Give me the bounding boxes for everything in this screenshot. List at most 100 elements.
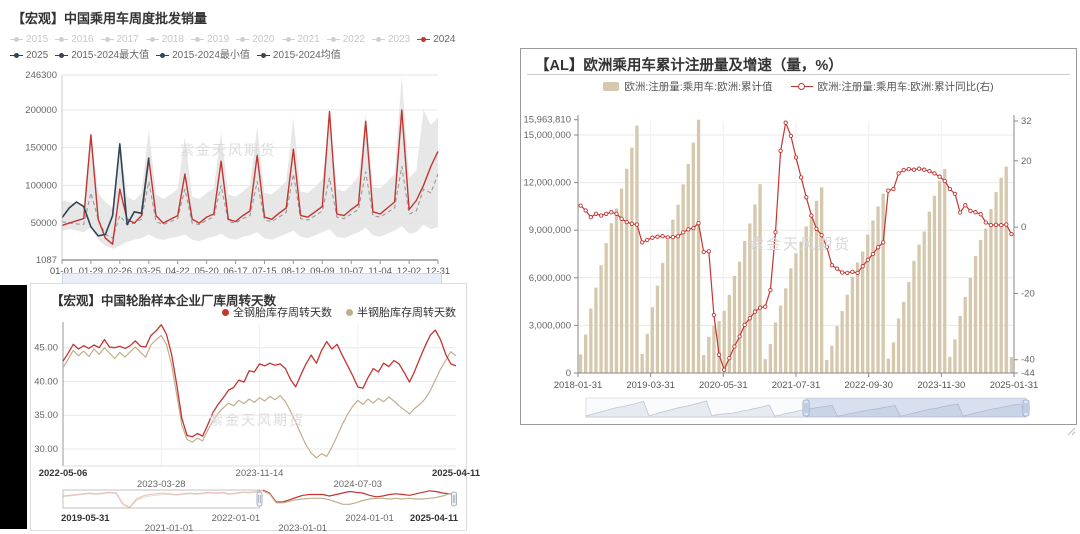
yoy-data-point bbox=[927, 168, 932, 174]
axis-tick-label: 3,000,000 bbox=[529, 320, 571, 331]
legend-item-label: 2023 bbox=[388, 34, 411, 45]
yoy-data-point bbox=[706, 249, 711, 254]
cumulative-registrations-bar bbox=[804, 226, 808, 373]
yoy-data-point bbox=[978, 212, 983, 217]
yoy-data-point bbox=[993, 222, 999, 227]
line-dot-legend-icon bbox=[55, 36, 69, 43]
series-2024-line bbox=[61, 109, 439, 245]
yoy-data-point bbox=[722, 367, 727, 372]
yoy-data-point bbox=[896, 171, 901, 176]
yoy-data-point bbox=[747, 316, 752, 321]
legend-item-label: 2025 bbox=[26, 50, 49, 61]
cumulative-registrations-bar bbox=[820, 187, 824, 373]
axis-tick-label: 2022-09-30 bbox=[844, 380, 893, 391]
yoy-data-point bbox=[639, 240, 645, 245]
axis-tick-label: 12,000,000 bbox=[523, 178, 571, 189]
legend-item[interactable]: 2020 bbox=[236, 32, 275, 47]
axis-tick-label: 9,000,000 bbox=[529, 225, 571, 236]
yoy-data-point bbox=[604, 211, 609, 216]
yoy-data-point bbox=[737, 334, 742, 339]
yoy-data-point bbox=[875, 245, 881, 250]
axis-tick-label: 32 bbox=[1021, 116, 1032, 127]
cumulative-registrations-bar bbox=[732, 275, 737, 373]
cumulative-registrations-bar bbox=[635, 125, 639, 373]
legend-item-label: 2019 bbox=[207, 34, 230, 45]
legend-item[interactable]: 2023 bbox=[372, 32, 410, 47]
cumulative-registrations-bar bbox=[691, 142, 695, 373]
cumulative-registrations-bar bbox=[958, 315, 962, 373]
cumulative-registrations-bar bbox=[645, 333, 649, 373]
legend-item[interactable]: 2016 bbox=[55, 32, 94, 47]
legend-item[interactable]: 2024 bbox=[417, 32, 456, 47]
axis-tick-label: 15,963,810 bbox=[523, 115, 571, 126]
yoy-data-point bbox=[865, 257, 870, 263]
legend-europe: 欧洲:注册量:乘用车:欧洲:累计值 欧洲:注册量:乘用车:欧洲:累计同比(右) bbox=[521, 79, 1076, 94]
resize-handle-icon[interactable] bbox=[1066, 426, 1076, 436]
tire-navigator-slider[interactable]: 2019-05-31 2021-01-01 2022-01-01 2023-01-01… bbox=[31, 488, 468, 534]
legend-item[interactable]: 2018 bbox=[145, 32, 184, 47]
datazoom-handle[interactable] bbox=[802, 399, 810, 417]
line-dot-legend-icon bbox=[10, 52, 23, 59]
axis-tick-label: 100000 bbox=[25, 180, 57, 191]
cumulative-registrations-bar bbox=[737, 261, 742, 373]
yoy-data-point bbox=[681, 230, 686, 235]
legend-item[interactable]: 欧洲:注册量:乘用车:欧洲:累计同比(右) bbox=[790, 79, 994, 94]
axis-tick-label: 35.00 bbox=[34, 410, 58, 421]
cumulative-registrations-bar bbox=[984, 228, 988, 373]
datazoom-handle[interactable] bbox=[1022, 399, 1030, 417]
cumulative-registrations-bar bbox=[717, 321, 721, 373]
legend-item[interactable]: 全钢胎库存周转天数 bbox=[222, 304, 332, 320]
axis-tick-label: 2019-03-31 bbox=[626, 380, 675, 391]
legend-item[interactable]: 2025 bbox=[10, 48, 48, 63]
cumulative-registrations-bar bbox=[681, 184, 685, 373]
europe-datazoom-slider[interactable] bbox=[584, 395, 1030, 421]
yoy-data-point bbox=[999, 222, 1004, 228]
axis-tick-label: 2022-05-06 bbox=[39, 468, 88, 479]
cumulative-registrations-bar bbox=[630, 147, 634, 373]
axis-tick-label: 2020-05-31 bbox=[699, 380, 748, 391]
yoy-data-point bbox=[675, 234, 681, 239]
legend-item[interactable]: 2022 bbox=[326, 32, 365, 47]
cumulative-registrations-bar bbox=[594, 287, 598, 373]
yoy-data-point bbox=[696, 220, 701, 226]
legend-item[interactable]: 2015-2024均值 bbox=[256, 48, 341, 63]
legend-item[interactable]: 2015-2024最大值 bbox=[55, 48, 149, 63]
line-dot-legend-icon bbox=[372, 36, 385, 43]
legend-item[interactable]: 欧洲:注册量:乘用车:欧洲:累计值 bbox=[603, 79, 773, 94]
cumulative-registrations-bar bbox=[702, 354, 706, 373]
full-steel-line bbox=[62, 324, 457, 438]
yoy-data-point bbox=[983, 220, 988, 225]
chart-title-tire: 【宏观】中国轮胎样本企业厂库周转天数 bbox=[51, 294, 277, 308]
cumulative-registrations-bar bbox=[891, 342, 896, 373]
cumulative-registrations-bar bbox=[932, 195, 937, 373]
yoy-data-point bbox=[906, 166, 911, 172]
axis-tick-label: 2023-01-01 bbox=[278, 523, 327, 534]
legend-item[interactable]: 半钢胎库存周转天数 bbox=[346, 304, 456, 320]
cumulative-registrations-bar bbox=[948, 356, 952, 373]
yoy-data-point bbox=[809, 213, 814, 218]
legend-item[interactable]: 2015-2024最小值 bbox=[156, 48, 250, 63]
navigator-handle[interactable] bbox=[451, 491, 457, 507]
cumulative-registrations-bar bbox=[655, 285, 660, 373]
cumulative-registrations-bar bbox=[871, 220, 875, 373]
yoy-data-point bbox=[824, 244, 829, 250]
axis-tick-label: 246300 bbox=[25, 70, 57, 81]
yoy-data-point bbox=[804, 195, 809, 200]
legend-item[interactable]: 2021 bbox=[281, 32, 320, 47]
cumulative-registrations-bar bbox=[707, 336, 711, 373]
axis-tick-label: 200000 bbox=[25, 105, 57, 116]
yoy-data-point bbox=[840, 270, 845, 275]
cumulative-registrations-bar bbox=[989, 209, 993, 373]
yoy-data-point bbox=[922, 167, 927, 172]
axis-tick-label: 05-20 bbox=[194, 266, 218, 277]
axis-tick-label: 2018-01-31 bbox=[554, 380, 603, 391]
legend-row: 2025 2015-2024最大值 2015-2024最小值 2015-2024… bbox=[10, 47, 456, 63]
yoy-data-point bbox=[1004, 222, 1009, 227]
yoy-data-point bbox=[614, 211, 619, 216]
legend-item[interactable]: 2015 bbox=[10, 32, 48, 47]
legend-item[interactable]: 2017 bbox=[100, 32, 139, 47]
yoy-data-point bbox=[727, 355, 732, 361]
legend-item[interactable]: 2019 bbox=[191, 32, 229, 47]
navigator-handle[interactable] bbox=[256, 491, 263, 507]
